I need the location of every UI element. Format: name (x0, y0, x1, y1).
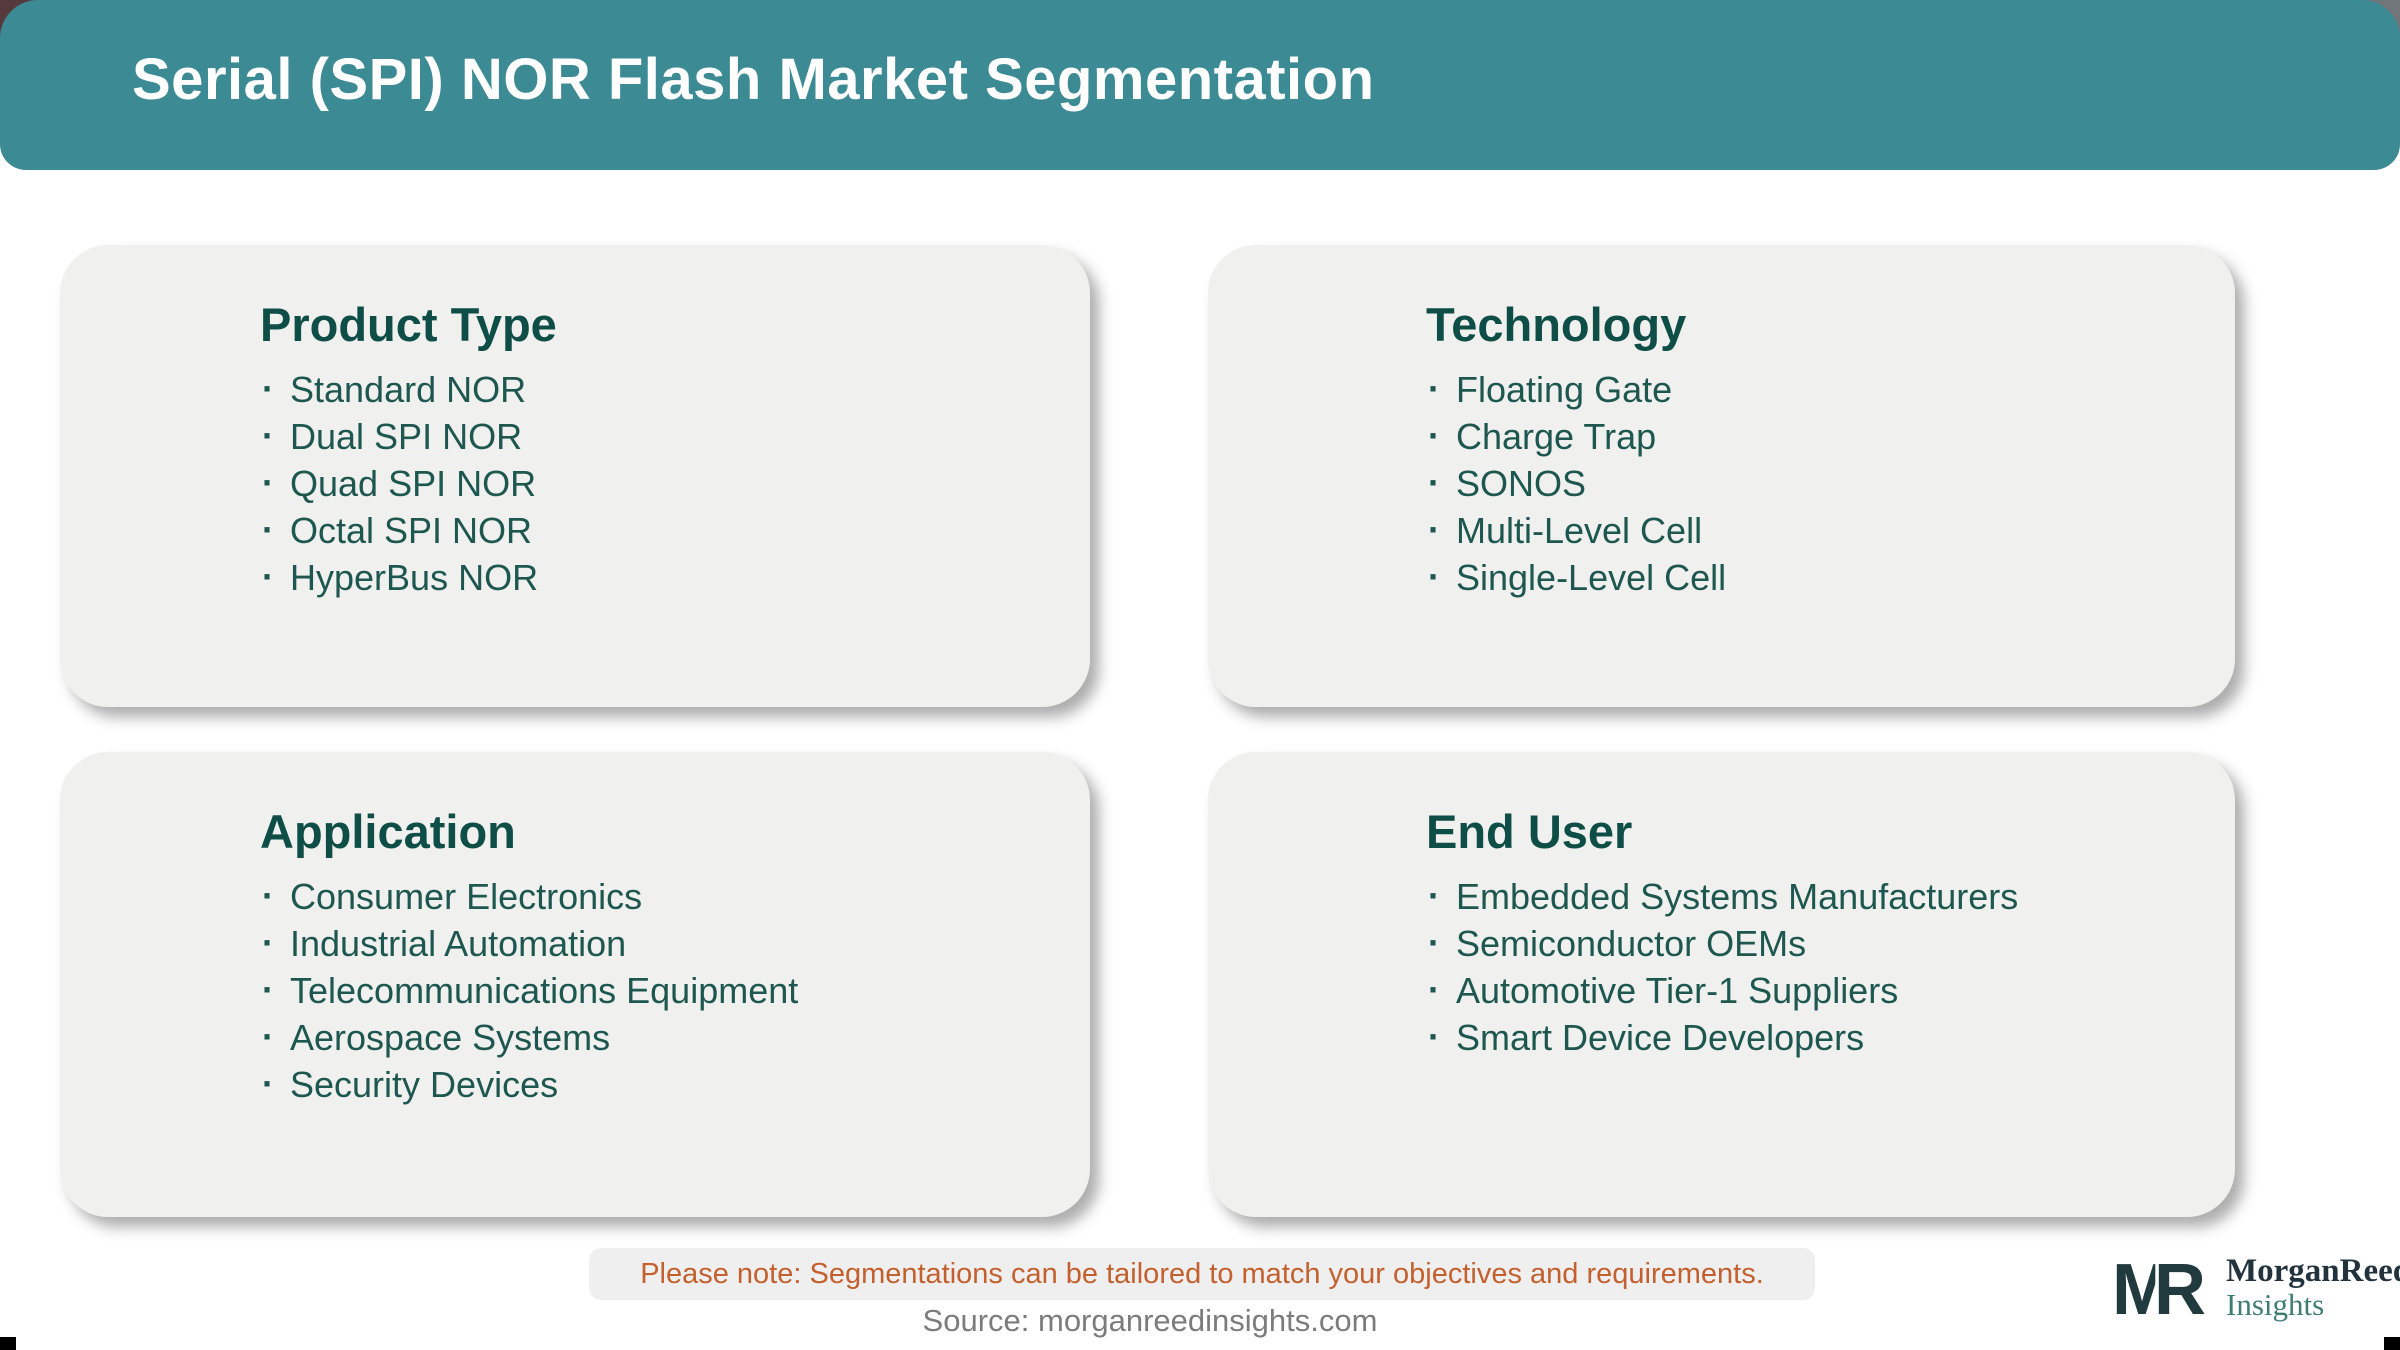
logo-name: MorganReed (2226, 1253, 2400, 1290)
list-item: Embedded Systems Manufacturers (1426, 872, 2195, 920)
card-title: Technology (1426, 298, 1687, 351)
list-item: HyperBus NOR (260, 553, 1050, 601)
list-item: SONOS (1426, 459, 2195, 507)
list-item: Telecommunications Equipment (260, 966, 1050, 1014)
card-title: End User (1426, 805, 1633, 858)
note-text: Please note: Segmentations can be tailor… (640, 1257, 1764, 1290)
morganreed-logo: M R MorganReed Insights (2112, 1248, 2400, 1328)
list-item: Charge Trap (1426, 412, 2195, 460)
card-item-list: Floating GateCharge TrapSONOSMulti-Level… (1426, 365, 2195, 601)
note-banner: Please note: Segmentations can be tailor… (589, 1248, 1815, 1300)
list-item: Consumer Electronics (260, 872, 1050, 920)
list-item: Security Devices (260, 1060, 1050, 1108)
list-item: Smart Device Developers (1426, 1013, 2195, 1061)
logo-text: MorganReed Insights (2226, 1255, 2400, 1320)
card-end-user: End User Embedded Systems ManufacturersS… (1208, 752, 2235, 1217)
page-title: Serial (SPI) NOR Flash Market Segmentati… (132, 47, 1375, 112)
list-item: Dual SPI NOR (260, 412, 1050, 460)
card-technology: Technology Floating GateCharge TrapSONOS… (1208, 245, 2235, 707)
list-item: Quad SPI NOR (260, 459, 1050, 507)
list-item: Single-Level Cell (1426, 553, 2195, 601)
header-bar: Serial (SPI) NOR Flash Market Segmentati… (0, 0, 2400, 170)
list-item: Multi-Level Cell (1426, 506, 2195, 554)
card-item-list: Standard NORDual SPI NORQuad SPI NOROcta… (260, 365, 1050, 601)
svg-text:R: R (2154, 1250, 2206, 1328)
card-item-list: Embedded Systems ManufacturersSemiconduc… (1426, 872, 2195, 1061)
card-product-type: Product Type Standard NORDual SPI NORQua… (60, 245, 1090, 707)
card-item-list: Consumer ElectronicsIndustrial Automatio… (260, 872, 1050, 1108)
card-title: Application (260, 805, 516, 858)
source-text: Source: morganreedinsights.com (922, 1303, 1378, 1338)
list-item: Standard NOR (260, 365, 1050, 413)
list-item: Semiconductor OEMs (1426, 919, 2195, 967)
morganreed-logo-mark-icon: M R (2112, 1248, 2210, 1328)
card-title: Product Type (260, 298, 557, 351)
list-item: Industrial Automation (260, 919, 1050, 967)
list-item: Automotive Tier-1 Suppliers (1426, 966, 2195, 1014)
list-item: Octal SPI NOR (260, 506, 1050, 554)
svg-text:M: M (2112, 1250, 2172, 1328)
bottom-left-edge-mark (0, 1337, 16, 1350)
list-item: Floating Gate (1426, 365, 2195, 413)
list-item: Aerospace Systems (260, 1013, 1050, 1061)
bottom-right-edge-mark (2384, 1337, 2400, 1350)
logo-tagline: Insights (2226, 1287, 2325, 1323)
card-application: Application Consumer ElectronicsIndustri… (60, 752, 1090, 1217)
